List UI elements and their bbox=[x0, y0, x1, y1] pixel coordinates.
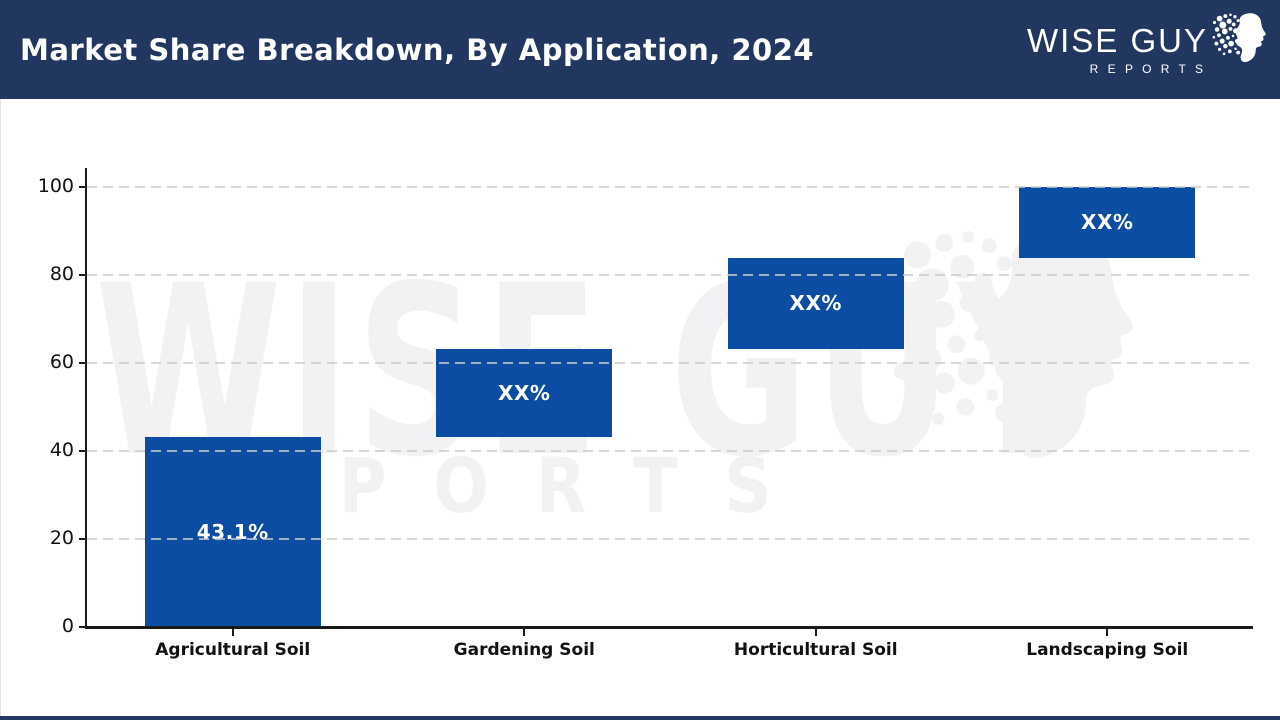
bar-label-agricultural-soil: 43.1% bbox=[196, 520, 269, 545]
y-tick-80 bbox=[79, 274, 87, 276]
wiseguy-logo-text: WISE GUY R E P O R T S bbox=[1027, 24, 1208, 76]
y-tick-label-60: 60 bbox=[49, 351, 74, 373]
gridline-40 bbox=[87, 450, 1253, 452]
x-tick-gardening-soil bbox=[523, 629, 526, 636]
footer-bar bbox=[0, 716, 1280, 720]
y-tick-100 bbox=[79, 186, 87, 188]
logo-subtitle: R E P O R T S bbox=[1089, 62, 1206, 76]
x-axis-spine bbox=[85, 626, 1253, 629]
bar-landscaping-soil: XX% bbox=[1019, 187, 1196, 258]
x-tick-horticultural-soil bbox=[814, 629, 817, 636]
y-tick-label-80: 80 bbox=[49, 263, 74, 285]
y-tick-0 bbox=[79, 626, 87, 628]
x-tick-landscaping-soil bbox=[1106, 629, 1109, 636]
x-axis-label-agricultural-soil: Agricultural Soil bbox=[155, 640, 311, 660]
x-axis-label-horticultural-soil: Horticultural Soil bbox=[733, 640, 898, 660]
logo-wordmark: WISE GUY bbox=[1026, 22, 1208, 59]
y-tick-20 bbox=[79, 538, 87, 540]
bar-horticultural-soil: XX% bbox=[727, 257, 904, 349]
bar-label-gardening-soil: XX% bbox=[498, 381, 551, 406]
gridline-80 bbox=[87, 274, 1253, 276]
wiseguy-face-logo-icon bbox=[1212, 13, 1266, 63]
bar-label-horticultural-soil: XX% bbox=[789, 291, 842, 316]
y-tick-label-100: 100 bbox=[37, 175, 74, 197]
bar-agricultural-soil: 43.1% bbox=[144, 437, 321, 627]
gridline-60 bbox=[87, 362, 1253, 364]
y-tick-label-40: 40 bbox=[49, 439, 74, 461]
y-tick-60 bbox=[79, 362, 87, 364]
header-bar: Market Share Breakdown, By Application, … bbox=[0, 0, 1280, 99]
x-axis-label-gardening-soil: Gardening Soil bbox=[453, 640, 595, 660]
gridline-100 bbox=[87, 186, 1253, 188]
left-edge-divider bbox=[0, 99, 1, 716]
x-tick-agricultural-soil bbox=[231, 629, 234, 636]
wiseguy-logo: WISE GUY R E P O R T S bbox=[1027, 6, 1274, 94]
y-tick-label-20: 20 bbox=[49, 527, 74, 549]
y-axis-spine bbox=[85, 168, 87, 629]
x-axis-label-landscaping-soil: Landscaping Soil bbox=[1026, 640, 1189, 660]
y-tick-label-0: 0 bbox=[61, 615, 74, 637]
page-title: Market Share Breakdown, By Application, … bbox=[20, 32, 815, 67]
gridline-20 bbox=[87, 538, 1253, 540]
y-tick-40 bbox=[79, 450, 87, 452]
bar-label-landscaping-soil: XX% bbox=[1081, 210, 1134, 235]
